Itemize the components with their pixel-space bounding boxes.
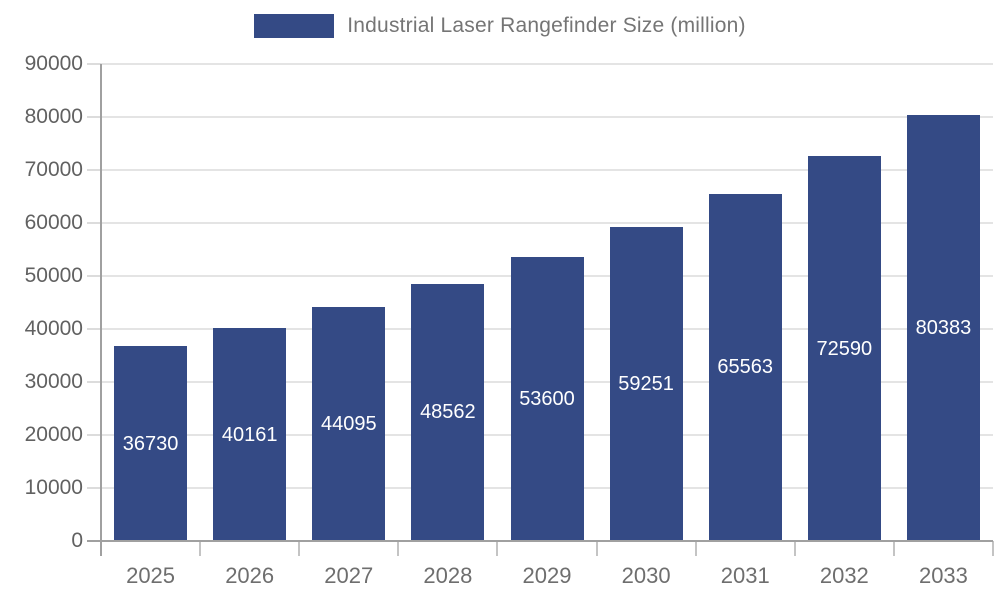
x-axis-tick — [397, 541, 400, 556]
y-tick-label: 40000 — [24, 317, 83, 340]
x-axis-tick — [199, 541, 202, 556]
y-axis-tick — [87, 63, 101, 65]
gridline — [101, 222, 993, 224]
y-tick-label: 80000 — [24, 105, 83, 128]
x-tick-label: 2027 — [324, 563, 374, 588]
x-axis-tick — [496, 541, 499, 556]
bar-value-label: 72590 — [816, 337, 873, 360]
bar — [213, 328, 287, 541]
y-axis-tick — [87, 275, 101, 277]
gridline — [101, 169, 993, 171]
x-axis-tick — [793, 541, 796, 556]
bar-value-label: 53600 — [519, 387, 575, 410]
x-axis-tick — [892, 541, 895, 556]
legend-label: Industrial Laser Rangefinder Size (milli… — [347, 14, 746, 37]
x-axis-line — [87, 540, 993, 542]
bar — [312, 307, 386, 541]
bar-value-label: 65563 — [717, 356, 774, 379]
legend[interactable]: Industrial Laser Rangefinder Size (milli… — [0, 14, 1000, 38]
bar — [807, 156, 881, 541]
bar-value-label: 80383 — [915, 316, 972, 339]
x-tick-label: 2026 — [225, 563, 275, 588]
y-tick-label: 70000 — [24, 158, 83, 181]
x-tick-label: 2030 — [621, 563, 671, 588]
x-axis-tick — [992, 541, 994, 556]
x-tick-label: 2033 — [918, 563, 968, 588]
y-tick-label: 10000 — [24, 476, 83, 499]
x-tick-label: 2032 — [819, 563, 869, 588]
bar-value-label: 40161 — [221, 423, 278, 446]
y-axis-line — [100, 64, 102, 556]
y-axis-tick — [87, 116, 101, 118]
y-tick-label: 20000 — [24, 423, 83, 446]
bar — [609, 226, 683, 541]
x-tick-label: 2025 — [126, 563, 176, 588]
gridline — [101, 116, 993, 118]
legend-swatch — [254, 14, 335, 38]
bar-value-label: 44095 — [320, 413, 377, 436]
y-axis-tick — [87, 434, 101, 436]
y-tick-label: 50000 — [24, 264, 83, 287]
y-tick-label: 90000 — [24, 52, 83, 75]
x-axis-tick — [694, 541, 697, 556]
y-axis-tick — [87, 381, 101, 383]
x-tick-label: 2031 — [720, 563, 770, 588]
bar-value-label: 48562 — [420, 401, 476, 424]
y-axis-tick — [87, 328, 101, 330]
x-tick-label: 2029 — [522, 563, 572, 588]
y-axis-tick — [87, 222, 101, 224]
bar-value-label: 59251 — [618, 372, 674, 395]
x-axis-tick — [595, 541, 598, 556]
bar — [411, 283, 485, 541]
gridline — [101, 63, 993, 65]
y-axis-tick — [87, 487, 101, 489]
y-axis-tick — [87, 169, 101, 171]
x-tick-label: 2028 — [423, 563, 473, 588]
bar — [708, 193, 782, 541]
x-axis-tick — [298, 541, 301, 556]
bar — [510, 256, 584, 541]
y-tick-label: 30000 — [24, 370, 83, 393]
bar-value-label: 36730 — [122, 432, 179, 455]
bar — [114, 346, 188, 541]
y-tick-label: 0 — [71, 529, 83, 552]
plot-area: 0 10000 20000 30000 40000 50000 60000 70000 8000… — [25, 52, 994, 588]
y-tick-label: 60000 — [24, 211, 83, 234]
bar — [906, 114, 980, 541]
